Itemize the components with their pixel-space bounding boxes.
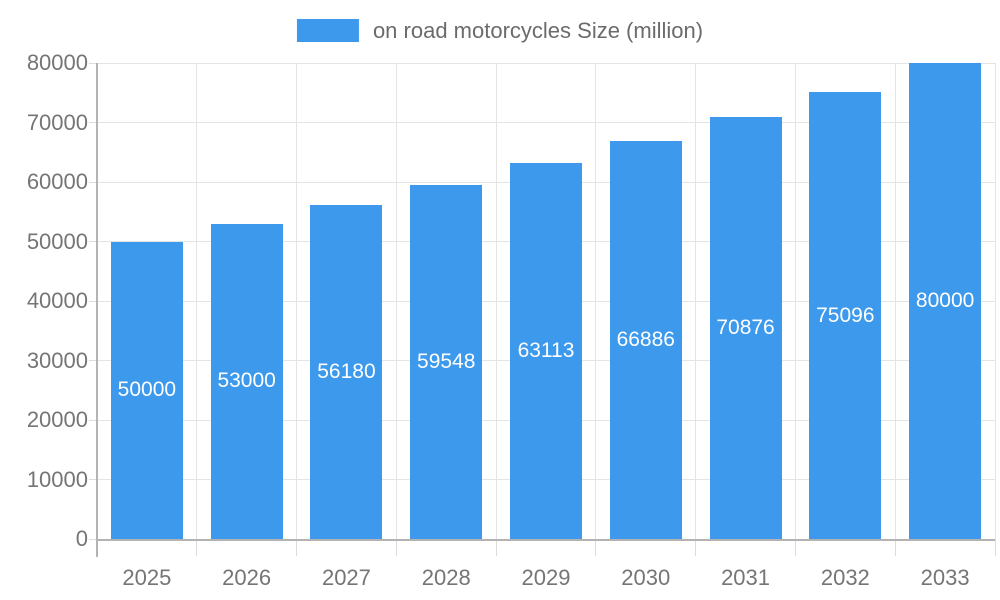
v-gridline	[296, 63, 298, 539]
bar-value-label: 63113	[517, 339, 575, 363]
y-axis-tick-label: 0	[75, 526, 88, 551]
y-axis-tick-label: 70000	[26, 109, 88, 135]
v-gridline	[994, 63, 996, 539]
x-axis-tick-label: 2033	[920, 565, 970, 590]
x-axis-tick-label: 2031	[721, 565, 771, 590]
y-axis-tick-label: 30000	[26, 347, 88, 373]
x-axis-line	[96, 539, 995, 541]
x-axis-tick-label: 2030	[621, 565, 671, 590]
y-axis-tick-label: 40000	[26, 288, 88, 313]
y-tick-mark	[89, 419, 97, 421]
v-gridline	[595, 63, 597, 539]
x-axis-tick-label: 2029	[521, 565, 571, 590]
x-tick-mark	[695, 539, 697, 556]
bar-value-label: 53000	[217, 369, 276, 393]
x-tick-mark	[495, 539, 497, 556]
v-gridline	[894, 63, 896, 539]
x-tick-mark	[994, 539, 996, 556]
y-axis-line	[96, 63, 98, 557]
x-tick-mark	[894, 539, 896, 556]
y-axis-tick-label: 80000	[26, 50, 88, 75]
h-gridline	[97, 122, 995, 123]
y-tick-mark	[89, 479, 97, 480]
x-axis-tick-label: 2028	[421, 565, 471, 590]
y-axis-tick-label: 60000	[26, 169, 88, 194]
legend-swatch	[296, 19, 359, 42]
x-axis-tick-label: 2027	[321, 565, 371, 590]
x-tick-mark	[196, 539, 198, 556]
y-tick-mark	[89, 241, 97, 242]
bar-value-label: 50000	[117, 378, 177, 402]
y-tick-mark	[89, 300, 97, 302]
bar-value-label: 66886	[616, 328, 675, 351]
v-gridline	[495, 63, 497, 539]
bar-2027[interactable]: 56180	[310, 204, 383, 539]
bar-2033[interactable]: 80000	[909, 63, 982, 539]
bar-value-label: 80000	[915, 289, 975, 312]
y-tick-mark	[89, 360, 97, 361]
x-axis-tick-label: 2025	[122, 565, 172, 590]
v-gridline	[695, 63, 697, 539]
v-gridline	[196, 63, 198, 539]
bar-2028[interactable]: 59548	[410, 184, 483, 539]
v-gridline	[395, 63, 397, 539]
y-tick-mark	[89, 538, 97, 540]
y-tick-mark	[89, 62, 97, 64]
y-tick-mark	[89, 181, 97, 183]
bar-2031[interactable]: 70876	[709, 117, 782, 539]
legend[interactable]: on road motorcycles Size (million)	[296, 18, 704, 43]
x-tick-mark	[395, 539, 397, 556]
x-axis-tick-label: 2032	[820, 565, 870, 590]
x-tick-mark	[296, 539, 298, 556]
y-axis-tick-label: 10000	[26, 466, 88, 492]
bar-2026[interactable]: 53000	[210, 223, 283, 539]
bar-value-label: 75096	[816, 303, 875, 327]
y-axis-tick-label: 50000	[26, 228, 88, 254]
bar-2030[interactable]: 66886	[609, 141, 682, 539]
bar-2029[interactable]: 63113	[510, 163, 582, 539]
bar-value-label: 59548	[417, 349, 476, 373]
y-tick-mark	[89, 122, 97, 123]
v-gridline	[794, 63, 796, 539]
h-gridline	[97, 62, 995, 64]
x-tick-mark	[595, 539, 597, 556]
bar-value-label: 56180	[317, 359, 376, 383]
bar-2025[interactable]: 50000	[110, 241, 183, 539]
bar-value-label: 70876	[716, 316, 775, 340]
legend-label: on road motorcycles Size (million)	[372, 18, 704, 43]
x-tick-mark	[794, 539, 796, 556]
x-axis-tick-label: 2026	[222, 565, 272, 590]
y-axis-tick-label: 20000	[26, 407, 88, 432]
bar-2032[interactable]: 75096	[809, 92, 882, 539]
